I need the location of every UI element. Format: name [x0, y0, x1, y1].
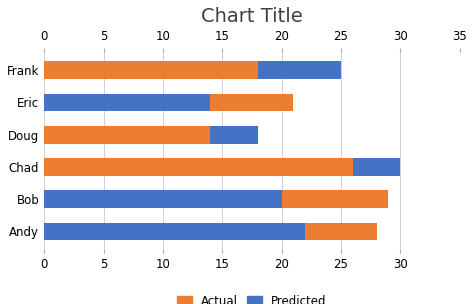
- Bar: [44, 94, 293, 111]
- Bar: [44, 61, 258, 79]
- Title: Chart Title: Chart Title: [201, 7, 303, 26]
- Bar: [44, 223, 376, 240]
- Bar: [44, 94, 210, 111]
- Bar: [44, 223, 305, 240]
- Bar: [44, 190, 282, 208]
- Bar: [44, 190, 389, 208]
- Bar: [44, 126, 210, 143]
- Bar: [44, 158, 401, 176]
- Bar: [44, 158, 353, 176]
- Bar: [44, 126, 258, 143]
- Legend: Actual, Predicted: Actual, Predicted: [173, 291, 331, 304]
- Bar: [44, 61, 341, 79]
